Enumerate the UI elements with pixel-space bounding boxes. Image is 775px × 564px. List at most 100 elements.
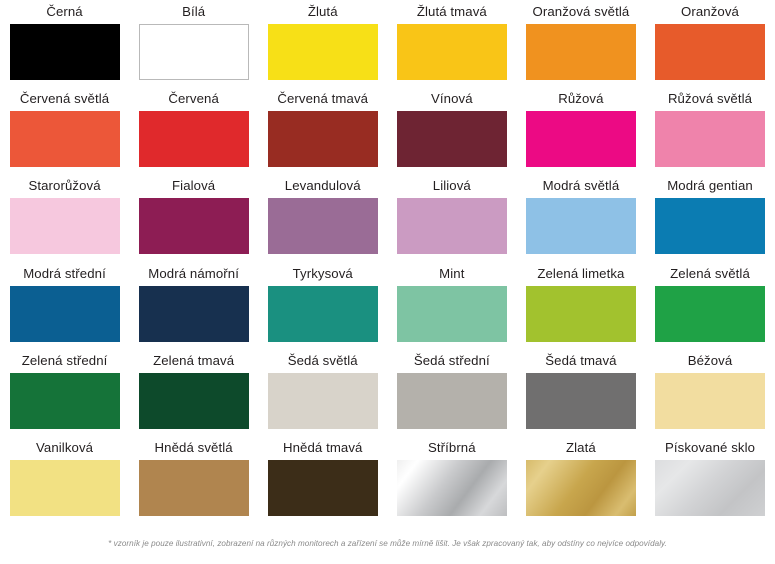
- swatch-cell[interactable]: Červená světlá: [0, 87, 129, 174]
- swatch-cell[interactable]: Hnědá světlá: [129, 436, 258, 523]
- swatch-color-chip[interactable]: [138, 198, 249, 255]
- swatch-color-chip[interactable]: [396, 24, 507, 80]
- swatch-color-chip[interactable]: [138, 111, 249, 168]
- swatch-label: Bílá: [182, 4, 206, 19]
- swatch-color-chip[interactable]: [655, 372, 766, 429]
- swatch-cell[interactable]: Pískované sklo: [645, 436, 774, 523]
- swatch-label: Zelená tmavá: [153, 352, 235, 368]
- swatch-cell[interactable]: Šedá světlá: [258, 349, 387, 436]
- swatch-label: Starorůžová: [28, 178, 101, 194]
- swatch-color-chip[interactable]: [9, 24, 120, 80]
- swatch-color-chip[interactable]: [655, 111, 766, 168]
- swatch-color-chip[interactable]: [138, 459, 249, 516]
- swatch-color-chip[interactable]: [525, 285, 636, 342]
- disclaimer-footnote: * vzorník je pouze ilustrativní, zobraze…: [108, 539, 667, 548]
- swatch-color-chip[interactable]: [396, 198, 507, 255]
- swatch-label: Tyrkysová: [292, 265, 353, 281]
- swatch-color-chip[interactable]: [655, 198, 766, 255]
- swatch-cell[interactable]: Modrá střední: [0, 262, 129, 349]
- swatch-cell[interactable]: Zelená limetka: [516, 262, 645, 349]
- swatch-label: Béžová: [687, 352, 733, 368]
- swatch-color-chip[interactable]: [267, 24, 378, 80]
- swatch-cell[interactable]: Bílá: [129, 0, 258, 87]
- swatch-color-chip[interactable]: [9, 285, 120, 342]
- swatch-cell[interactable]: Hnědá tmavá: [258, 436, 387, 523]
- swatch-cell[interactable]: Oranžová: [645, 0, 774, 87]
- swatch-color-chip[interactable]: [138, 285, 249, 342]
- swatch-cell[interactable]: Tyrkysová: [258, 262, 387, 349]
- swatch-label: Žlutá tmavá: [416, 4, 487, 19]
- swatch-color-chip[interactable]: [267, 111, 378, 168]
- swatch-color-chip[interactable]: [138, 24, 249, 80]
- swatch-cell[interactable]: Liliová: [387, 174, 516, 261]
- swatch-color-chip[interactable]: [525, 198, 636, 255]
- swatch-color-chip[interactable]: [655, 285, 766, 342]
- swatch-cell[interactable]: Červená: [129, 87, 258, 174]
- swatch-label: Oranžová světlá: [532, 4, 630, 19]
- swatch-cell[interactable]: Růžová: [516, 87, 645, 174]
- swatch-cell[interactable]: Fialová: [129, 174, 258, 261]
- swatch-cell[interactable]: Zelená tmavá: [129, 349, 258, 436]
- swatch-cell[interactable]: Růžová světlá: [645, 87, 774, 174]
- swatch-cell[interactable]: Šedá střední: [387, 349, 516, 436]
- swatch-cell[interactable]: Zelená střední: [0, 349, 129, 436]
- swatch-color-chip[interactable]: [138, 372, 249, 429]
- swatch-label: Růžová: [558, 91, 604, 107]
- swatch-label: Vínová: [430, 91, 473, 107]
- swatch-color-chip[interactable]: [267, 198, 378, 255]
- swatch-color-chip[interactable]: [267, 372, 378, 429]
- swatch-cell[interactable]: Vínová: [387, 87, 516, 174]
- swatch-cell[interactable]: Zlatá: [516, 436, 645, 523]
- swatch-label: Hnědá tmavá: [282, 439, 363, 455]
- swatch-cell[interactable]: Černá: [0, 0, 129, 87]
- swatch-label: Červená tmavá: [277, 91, 369, 107]
- swatch-cell[interactable]: Modrá námořní: [129, 262, 258, 349]
- swatch-label: Šedá tmavá: [545, 352, 617, 368]
- swatch-label: Modrá střední: [23, 265, 106, 281]
- swatch-color-chip[interactable]: [267, 459, 378, 516]
- swatch-cell[interactable]: Žlutá tmavá: [387, 0, 516, 87]
- swatch-color-chip[interactable]: [525, 372, 636, 429]
- swatch-color-chip[interactable]: [9, 459, 120, 516]
- swatch-color-chip[interactable]: [267, 285, 378, 342]
- swatch-cell[interactable]: Modrá gentian: [645, 174, 774, 261]
- swatch-cell[interactable]: Šedá tmavá: [516, 349, 645, 436]
- swatch-label: Zelená limetka: [537, 265, 625, 281]
- swatch-cell[interactable]: Levandulová: [258, 174, 387, 261]
- swatch-color-chip[interactable]: [9, 111, 120, 168]
- swatch-cell[interactable]: Mint: [387, 262, 516, 349]
- swatch-color-chip[interactable]: [525, 459, 636, 516]
- swatch-color-chip[interactable]: [655, 24, 766, 80]
- swatch-label: Černá: [46, 4, 83, 19]
- swatch-cell[interactable]: Zelená světlá: [645, 262, 774, 349]
- swatch-cell[interactable]: Vanilková: [0, 436, 129, 523]
- swatch-color-chip[interactable]: [525, 24, 636, 80]
- swatch-color-chip[interactable]: [9, 198, 120, 255]
- swatch-color-chip[interactable]: [396, 111, 507, 168]
- swatch-label: Modrá světlá: [542, 178, 620, 194]
- swatch-label: Pískované sklo: [664, 439, 756, 455]
- swatch-label: Oranžová: [681, 4, 739, 19]
- swatch-label: Modrá námořní: [148, 265, 239, 281]
- swatch-label: Růžová světlá: [667, 91, 753, 107]
- swatch-label: Modrá gentian: [667, 178, 753, 194]
- swatch-color-chip[interactable]: [396, 459, 507, 516]
- swatch-label: Zlatá: [566, 439, 596, 455]
- swatch-label: Žlutá: [307, 4, 338, 19]
- swatch-color-chip[interactable]: [655, 459, 766, 516]
- swatch-color-chip[interactable]: [9, 372, 120, 429]
- swatch-color-chip[interactable]: [525, 111, 636, 168]
- swatch-color-chip[interactable]: [396, 285, 507, 342]
- swatch-cell[interactable]: Červená tmavá: [258, 87, 387, 174]
- swatch-cell[interactable]: Žlutá: [258, 0, 387, 87]
- swatch-label: Červená: [168, 91, 219, 107]
- swatch-cell[interactable]: Starorůžová: [0, 174, 129, 261]
- swatch-color-chip[interactable]: [396, 372, 507, 429]
- swatch-cell[interactable]: Oranžová světlá: [516, 0, 645, 87]
- swatch-label: Červená světlá: [19, 91, 110, 107]
- swatch-cell[interactable]: Modrá světlá: [516, 174, 645, 261]
- swatch-label: Zelená světlá: [670, 265, 750, 281]
- swatch-label: Hnědá světlá: [154, 439, 233, 455]
- swatch-cell[interactable]: Stříbrná: [387, 436, 516, 523]
- swatch-cell[interactable]: Béžová: [645, 349, 774, 436]
